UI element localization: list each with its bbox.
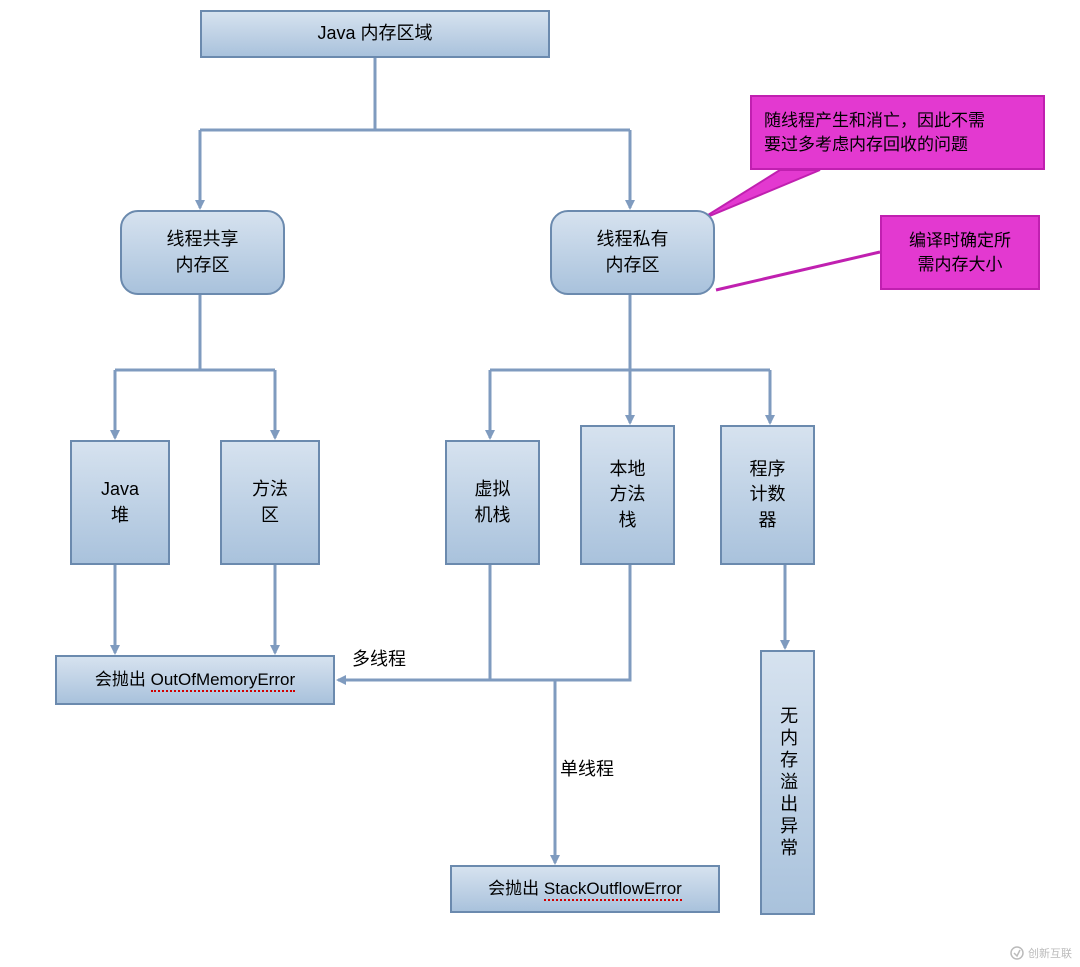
label-l2: 堆 <box>111 503 129 528</box>
edge-label-multi: 多线程 <box>352 645 406 671</box>
watermark-icon <box>1010 946 1024 960</box>
label: 会抛出 OutOfMemoryError <box>95 668 295 692</box>
label-l2: 计数 <box>750 482 786 507</box>
node-vmstack: 虚拟 机栈 <box>445 440 540 565</box>
label: Java 内存区域 <box>317 21 432 46</box>
label-l1: 线程私有 <box>597 227 669 252</box>
callout-thread-lifecycle: 随线程产生和消亡，因此不需 要过多考虑内存回收的问题 <box>750 95 1045 170</box>
label-l1: 线程共享 <box>167 227 239 252</box>
label: 会抛出 StackOutflowError <box>488 877 682 901</box>
callout-compile-time: 编译时确定所 需内存大小 <box>880 215 1040 290</box>
label-l2: 需内存大小 <box>918 253 1003 277</box>
label-l2: 内存区 <box>176 253 230 278</box>
label-l2: 机栈 <box>475 503 511 528</box>
label-l2: 要过多考虑内存回收的问题 <box>764 133 968 157</box>
label-l1: 本地 <box>610 457 646 482</box>
label: 无内存溢出异常 <box>775 706 800 860</box>
label-l1: 编译时确定所 <box>909 229 1011 253</box>
label-l3: 栈 <box>619 508 637 533</box>
label-l2: 方法 <box>610 482 646 507</box>
node-shared: 线程共享 内存区 <box>120 210 285 295</box>
label-l1: 程序 <box>750 457 786 482</box>
label-l2: 区 <box>261 503 279 528</box>
label-l1: 虚拟 <box>475 477 511 502</box>
node-soe: 会抛出 StackOutflowError <box>450 865 720 913</box>
watermark-text: 创新互联 <box>1028 945 1072 961</box>
label-l3: 器 <box>759 508 777 533</box>
node-pc: 程序 计数 器 <box>720 425 815 565</box>
node-no-overflow: 无内存溢出异常 <box>760 650 815 915</box>
label-l2: 内存区 <box>606 253 660 278</box>
node-private: 线程私有 内存区 <box>550 210 715 295</box>
node-root: Java 内存区域 <box>200 10 550 58</box>
node-method: 方法 区 <box>220 440 320 565</box>
node-heap: Java 堆 <box>70 440 170 565</box>
edge-label-single: 单线程 <box>560 755 614 781</box>
node-native: 本地 方法 栈 <box>580 425 675 565</box>
label-l1: 随线程产生和消亡，因此不需 <box>764 109 985 133</box>
label-l1: Java <box>101 477 139 502</box>
node-oome: 会抛出 OutOfMemoryError <box>55 655 335 705</box>
watermark: 创新互联 <box>1010 945 1072 961</box>
label-l1: 方法 <box>252 477 288 502</box>
